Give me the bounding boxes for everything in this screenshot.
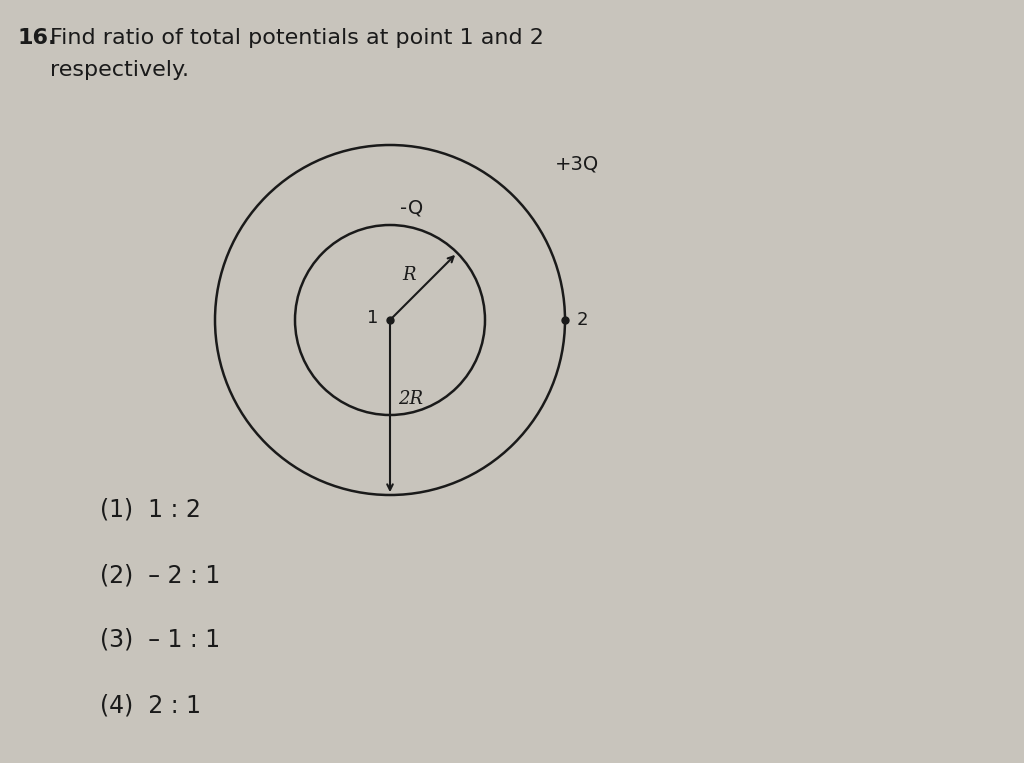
Text: respectively.: respectively.	[50, 60, 189, 80]
Text: 2: 2	[577, 311, 589, 329]
Text: (4)  2 : 1: (4) 2 : 1	[100, 693, 201, 717]
Text: (1)  1 : 2: (1) 1 : 2	[100, 498, 201, 522]
Text: Find ratio of total potentials at point 1 and 2: Find ratio of total potentials at point …	[50, 28, 544, 48]
Text: 16.: 16.	[18, 28, 57, 48]
Text: (3)  – 1 : 1: (3) – 1 : 1	[100, 628, 220, 652]
Text: 2R: 2R	[398, 390, 423, 407]
Text: -Q: -Q	[400, 198, 423, 217]
Text: 1: 1	[367, 309, 378, 327]
Text: +3Q: +3Q	[555, 155, 599, 174]
Text: (2)  – 2 : 1: (2) – 2 : 1	[100, 563, 220, 587]
Text: R: R	[402, 266, 416, 284]
